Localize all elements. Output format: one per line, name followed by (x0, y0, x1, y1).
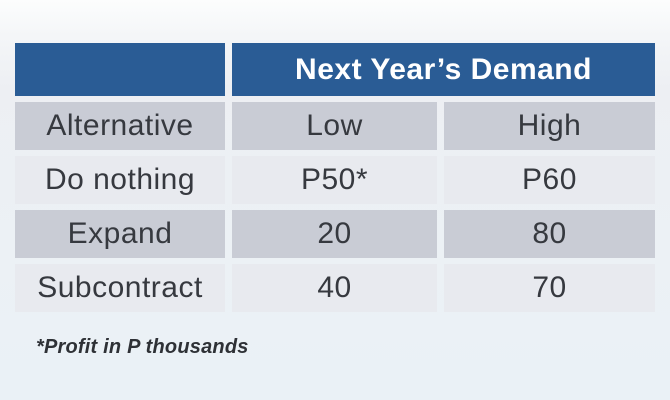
table-cell-expand-low: 20 (232, 210, 437, 258)
column-header-high: High (444, 102, 655, 150)
table-cell-expand-high: 80 (444, 210, 655, 258)
table-cell-do-nothing-low: P50* (232, 156, 437, 204)
table-cell-subcontract-label: Subcontract (15, 264, 225, 312)
table-cell-do-nothing-label: Do nothing (15, 156, 225, 204)
table-cell-do-nothing-high: P60 (444, 156, 655, 204)
profit-footnote: *Profit in P thousands (36, 336, 249, 358)
table-cell-subcontract-high: 70 (444, 264, 655, 312)
table-cell-expand-label: Expand (15, 210, 225, 258)
table-cell-subcontract-low: 40 (232, 264, 437, 312)
payoff-table: Next Year’s Demand Alternative Low High … (15, 43, 655, 312)
column-header-alternative: Alternative (15, 102, 225, 150)
table-header-corner-cell (15, 43, 225, 96)
column-header-low: Low (232, 102, 437, 150)
table-header-title-cell: Next Year’s Demand (232, 43, 655, 96)
